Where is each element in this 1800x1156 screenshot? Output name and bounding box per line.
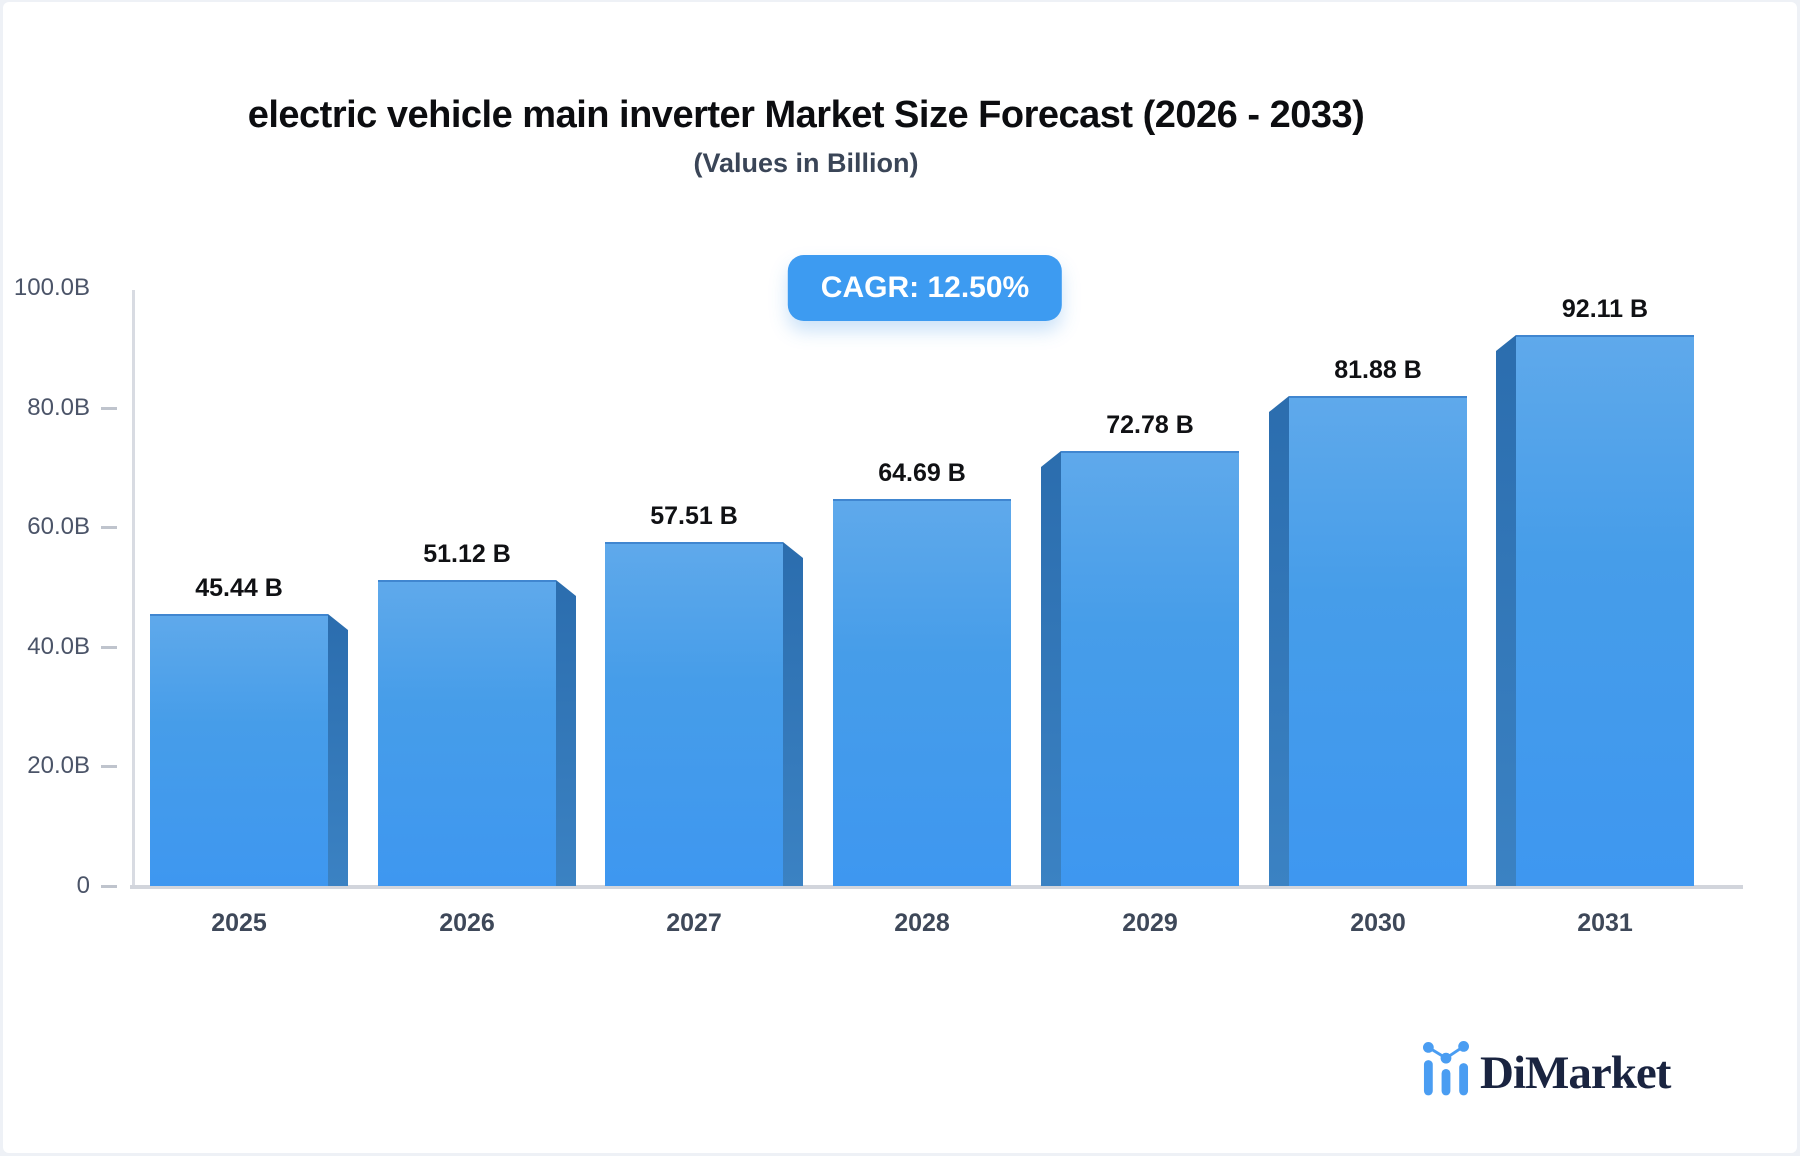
y-axis-tick-label: 100.0B (13, 274, 90, 301)
bar-2025 (150, 614, 328, 886)
x-axis-tick-label: 2031 (1577, 909, 1633, 937)
bar-2030-side-face (1269, 396, 1289, 886)
bar-value-label: 81.88 B (1334, 356, 1422, 384)
x-axis-tick-label: 2026 (439, 909, 495, 937)
bar-2029-side-face (1041, 451, 1061, 886)
bar-2027 (605, 542, 783, 886)
bar-2026-side-face (556, 580, 576, 886)
y-axis-tick-label: 0 (76, 872, 90, 899)
bar-value-label: 72.78 B (1106, 411, 1194, 439)
chart-title: electric vehicle main inverter Market Si… (247, 94, 1365, 136)
bar-2029 (1061, 451, 1239, 886)
y-axis-tick-mark (101, 645, 117, 649)
y-axis-line (132, 290, 135, 888)
cagr-badge: CAGR: 12.50% (787, 255, 1063, 321)
bar-2028 (833, 499, 1011, 886)
y-axis-tick-label: 40.0B (27, 632, 90, 660)
chart-subtitle: (Values in Billion) (693, 148, 919, 178)
y-axis-tick-mark (101, 526, 117, 530)
bar-2025-side-face (328, 614, 348, 886)
y-axis-tick-label: 20.0B (27, 752, 90, 780)
y-axis-tick-mark (101, 406, 117, 410)
y-axis-tick-label: 60.0B (27, 513, 90, 541)
x-axis-line (130, 885, 1743, 889)
mini-bar-chart-logo-icon (1422, 1041, 1469, 1096)
bar-value-label: 64.69 B (878, 459, 966, 487)
bar-value-label: 92.11 B (1561, 295, 1649, 323)
x-axis-tick-label: 2025 (211, 909, 267, 937)
bar-value-label: 51.12 B (423, 540, 511, 568)
y-axis-tick-mark (101, 765, 117, 769)
bar-value-label: 45.44 B (195, 574, 283, 602)
bar-2030 (1289, 396, 1467, 886)
y-axis-tick-mark (101, 885, 117, 888)
bar-2031 (1516, 335, 1694, 886)
brand-name: DiMarket (1480, 1047, 1671, 1100)
x-axis-tick-label: 2030 (1350, 909, 1406, 937)
x-axis-tick-label: 2027 (666, 909, 722, 937)
brand-logo: DiMarket (1422, 1036, 1671, 1100)
bar-2026 (378, 580, 556, 886)
y-axis-tick-label: 80.0B (27, 393, 90, 421)
x-axis-tick-label: 2029 (1122, 909, 1178, 937)
bar-2031-side-face (1496, 335, 1516, 886)
bar-2027-side-face (783, 542, 803, 886)
bar-value-label: 57.51 B (650, 502, 738, 530)
x-axis-tick-label: 2028 (894, 909, 950, 937)
